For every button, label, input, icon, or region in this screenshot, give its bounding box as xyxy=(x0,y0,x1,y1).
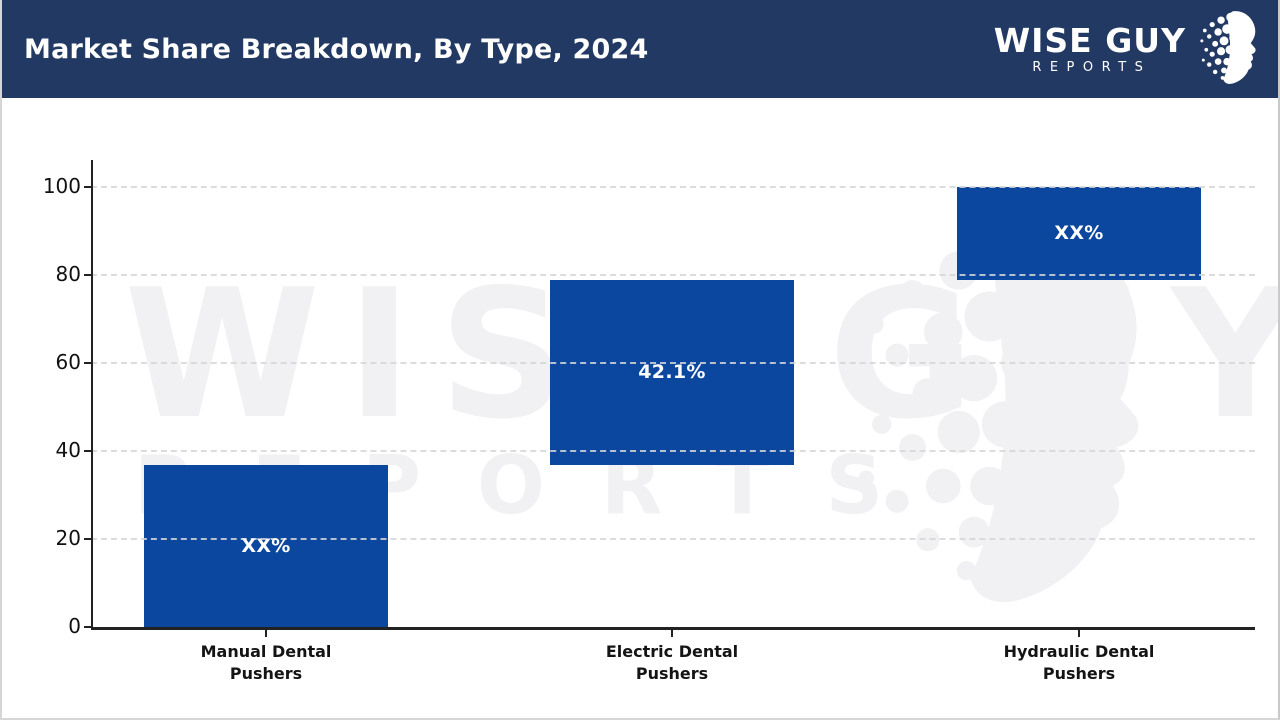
y-axis-tick-mark xyxy=(84,450,91,452)
logo-reports-text: REPORTS xyxy=(1032,60,1152,75)
wise-guy-reports-logo: WISE GUY REPORTS xyxy=(994,6,1264,92)
logo-text: WISE GUY REPORTS xyxy=(994,24,1186,74)
y-axis-tick-label: 0 xyxy=(68,614,81,638)
y-axis-tick-label: 20 xyxy=(55,526,81,550)
bar-value-label: XX% xyxy=(241,535,291,558)
y-axis-tick-mark xyxy=(84,186,91,188)
y-axis-line xyxy=(91,160,93,630)
y-axis-tick-mark xyxy=(84,274,91,276)
gridline xyxy=(91,538,1255,540)
logo-name-text: WISE GUY xyxy=(993,21,1186,60)
gridline xyxy=(91,186,1255,188)
x-axis-tick-mark xyxy=(1078,630,1080,637)
waterfall-bar-segment xyxy=(144,465,388,627)
dotted-head-icon xyxy=(1200,11,1256,84)
gridline xyxy=(91,362,1255,364)
waterfall-bar-segment xyxy=(550,279,794,466)
y-axis-tick-mark xyxy=(84,626,91,628)
y-axis-tick-label: 100 xyxy=(42,174,81,198)
y-axis-tick-label: 40 xyxy=(55,438,81,462)
bar-value-label: 42.1% xyxy=(638,361,706,384)
y-axis-tick-label: 80 xyxy=(55,262,81,286)
bar-value-label: XX% xyxy=(1054,222,1104,245)
chart-area: WISE GUY REPORTS 0 20 40 60 80 100 XX% Manual D… xyxy=(2,98,1278,718)
x-axis-tick-mark xyxy=(265,630,267,637)
x-axis-category-label: Hydraulic Dental Pushers xyxy=(1003,642,1155,683)
plot: 0 20 40 60 80 100 XX% Manual Dental Pushers 42.1… xyxy=(2,98,1278,718)
x-axis-category-label: Electric Dental Pushers xyxy=(605,642,739,683)
y-axis-tick-label: 60 xyxy=(55,350,81,374)
y-axis-tick-mark xyxy=(84,538,91,540)
y-axis-tick-mark xyxy=(84,362,91,364)
x-axis-category-label: Manual Dental Pushers xyxy=(200,642,332,683)
gridline xyxy=(91,274,1255,276)
x-axis-line xyxy=(91,627,1255,630)
gridline xyxy=(91,450,1255,452)
x-axis-tick-mark xyxy=(671,630,673,637)
page-title: Market Share Breakdown, By Type, 2024 xyxy=(24,33,649,65)
header-bar: Market Share Breakdown, By Type, 2024 WI… xyxy=(2,0,1278,98)
